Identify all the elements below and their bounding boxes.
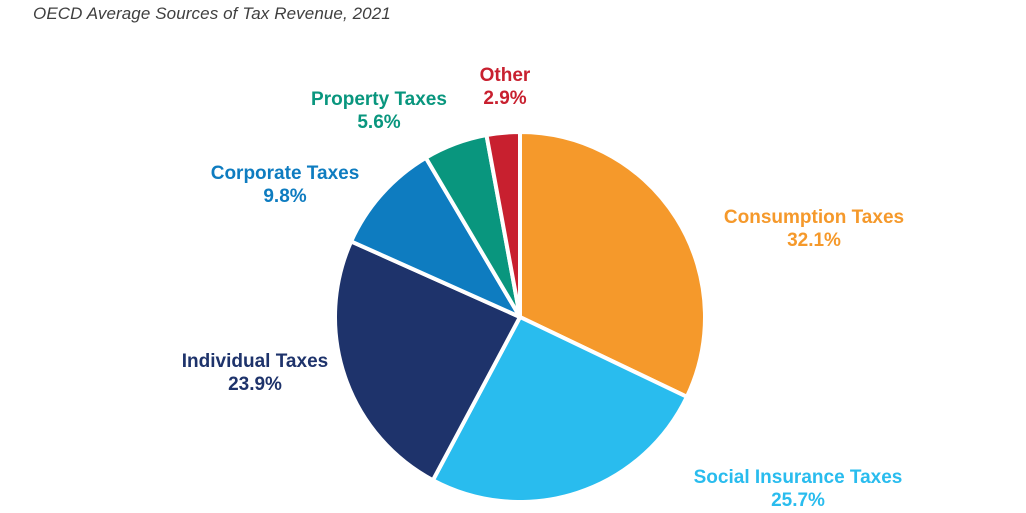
slice-label-name: Social Insurance Taxes [693,467,903,488]
slice-label-property-taxes: Property Taxes 5.6% [288,88,470,135]
pie-slice-group [333,130,707,500]
slice-label-social-insurance-taxes: Social Insurance Taxes 25.7% [670,466,926,513]
pie-slice-consumption-taxes [518,130,707,399]
slice-label-value: 32.1% [787,230,841,252]
slice-label-value: 2.9% [483,88,527,110]
slice-label-value: 5.6% [357,112,401,134]
slice-label-name: Individual Taxes [181,351,329,372]
slice-label-value: 9.8% [263,186,307,208]
slice-label-other: Other 2.9% [440,64,570,111]
slice-label-consumption-taxes: Consumption Taxes 32.1% [700,206,928,253]
slice-label-value: 23.9% [228,374,282,396]
slice-label-corporate-taxes: Corporate Taxes 9.8% [190,162,380,209]
slice-label-value: 25.7% [771,490,825,512]
pie-slice-other [484,130,522,319]
slice-label-name: Other [479,65,531,86]
slice-label-name: Property Taxes [311,89,447,110]
slice-label-name: Corporate Taxes [210,163,360,184]
pie-chart-figure: OECD Average Sources of Tax Revenue, 202… [33,4,928,511]
pie-chart-graphic [333,130,707,500]
slice-label-individual-taxes: Individual Taxes 23.9% [155,350,355,397]
pie-slice-corporate-taxes [349,155,522,319]
pie-slice-individual-taxes [333,239,522,483]
slice-label-name: Consumption Taxes [723,207,905,228]
chart-title: OECD Average Sources of Tax Revenue, 202… [33,4,391,23]
